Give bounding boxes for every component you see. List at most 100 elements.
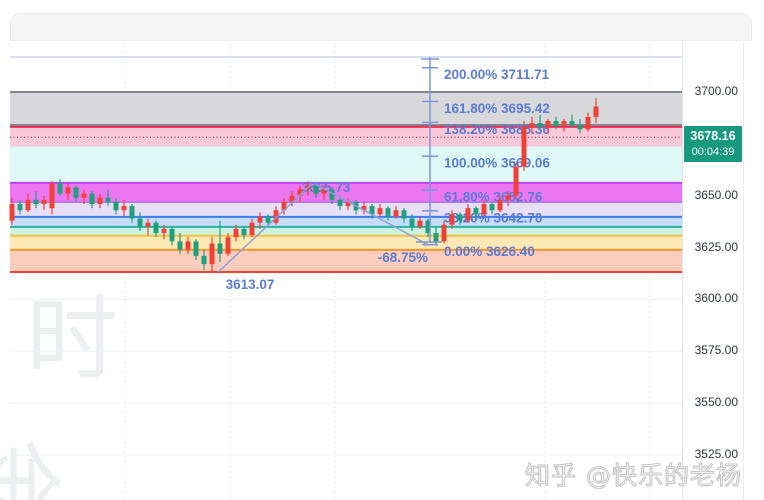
candle-body xyxy=(593,106,599,117)
fib-annotation: -68.75% xyxy=(378,250,428,265)
candle-body xyxy=(521,127,527,167)
candle-body xyxy=(145,222,151,227)
candle-body xyxy=(289,195,295,202)
price-tick-label: 3600.00 xyxy=(694,291,738,306)
candle-body xyxy=(233,228,239,238)
candle-body xyxy=(457,214,463,221)
candle-body xyxy=(345,201,351,207)
candle-body xyxy=(25,199,31,211)
zhihu-watermark: 知乎 @快乐的老杨 xyxy=(524,460,742,490)
fib-annotation: 3613.07 xyxy=(226,277,275,292)
candle-body xyxy=(241,228,247,236)
candle-body xyxy=(193,241,199,256)
candle-body xyxy=(73,187,79,198)
candle-body xyxy=(89,193,95,205)
price-zone xyxy=(10,202,682,217)
candle-body xyxy=(57,183,63,194)
fib-trend-line xyxy=(217,183,313,273)
candle-body xyxy=(497,199,503,211)
price-zone xyxy=(10,235,682,250)
price-tick-label: 3625.00 xyxy=(694,239,738,254)
candle-body xyxy=(113,201,119,211)
candle-body xyxy=(105,197,111,202)
price-tick-label: 3650.00 xyxy=(694,187,738,202)
candle-body xyxy=(545,121,551,128)
candle-body xyxy=(313,185,319,194)
price-zone xyxy=(10,226,682,236)
price-zone xyxy=(10,92,682,125)
candle-body xyxy=(481,204,487,215)
candle-body xyxy=(505,195,511,200)
candle-body xyxy=(449,214,455,225)
fib-level-label: 161.80% 3695.42 xyxy=(444,101,550,116)
candle-body xyxy=(537,123,543,128)
fib-level-label: 100.00% 3669.06 xyxy=(444,156,550,171)
candle-body xyxy=(377,208,383,215)
candle-body xyxy=(97,197,103,205)
candle-body xyxy=(425,220,431,234)
current-price-badge: 3678.16 00:04:39 xyxy=(684,126,742,162)
candle-body xyxy=(49,183,55,209)
candle-body xyxy=(201,255,207,265)
candle-body xyxy=(321,189,327,194)
price-zone xyxy=(10,249,682,273)
candle-body xyxy=(361,206,367,211)
axis-right-edge xyxy=(743,42,744,500)
candle-body xyxy=(577,125,583,130)
candle-body xyxy=(17,204,23,211)
candle-body xyxy=(529,123,535,128)
candle-body xyxy=(465,208,471,221)
candle-body xyxy=(169,228,175,242)
fib-level-label: 61.80% 3652.76 xyxy=(444,189,543,204)
candle-body xyxy=(177,241,183,250)
price-tick-label: 3700.00 xyxy=(694,84,738,98)
candle-body xyxy=(33,199,39,205)
candle-body xyxy=(153,222,159,234)
price-zone xyxy=(10,216,682,227)
candle-body xyxy=(489,204,495,211)
candle-body xyxy=(217,243,223,254)
price-axis[interactable]: 3678.16 00:04:39 3700.00 3650.00 3625.00 36… xyxy=(682,42,744,500)
candle-body xyxy=(65,187,71,194)
candle-body xyxy=(81,193,87,198)
candle-body xyxy=(473,208,479,215)
candle-body xyxy=(585,116,591,130)
candle-body xyxy=(281,201,287,211)
candle-body xyxy=(249,222,255,236)
bar-countdown: 00:04:39 xyxy=(691,146,735,158)
candle-body xyxy=(225,237,231,254)
candle-body xyxy=(569,121,575,126)
candle-body xyxy=(41,199,47,205)
candle-body xyxy=(393,210,399,217)
candle-body xyxy=(561,121,567,126)
candle-body xyxy=(433,233,439,242)
candle-body xyxy=(209,243,215,265)
candle-body xyxy=(441,224,447,242)
candle-body xyxy=(9,204,15,221)
candle-body xyxy=(185,241,191,250)
candle-body xyxy=(401,210,407,219)
candle-body xyxy=(513,166,519,196)
candle-body xyxy=(273,210,279,223)
candle-body xyxy=(129,206,135,219)
fib-level-label: 200.00% 3711.71 xyxy=(444,67,550,82)
candle-body xyxy=(369,206,375,215)
candle-body xyxy=(385,208,391,217)
price-zone xyxy=(10,146,682,183)
price-tick-label: 3575.00 xyxy=(694,343,738,358)
candle-body xyxy=(409,218,415,227)
candle-body xyxy=(161,228,167,234)
app-topbar xyxy=(10,13,752,41)
candle-body xyxy=(337,199,343,207)
candle-body xyxy=(417,220,423,227)
candle-body xyxy=(137,218,143,227)
price-tick-label: 3525.00 xyxy=(694,447,738,461)
candle-body xyxy=(297,189,303,196)
candle-body xyxy=(329,189,335,200)
price-tick-label: 3550.00 xyxy=(694,395,738,410)
candle-body xyxy=(257,216,263,223)
fib-trend-line xyxy=(314,183,429,246)
candle-body xyxy=(265,216,271,223)
